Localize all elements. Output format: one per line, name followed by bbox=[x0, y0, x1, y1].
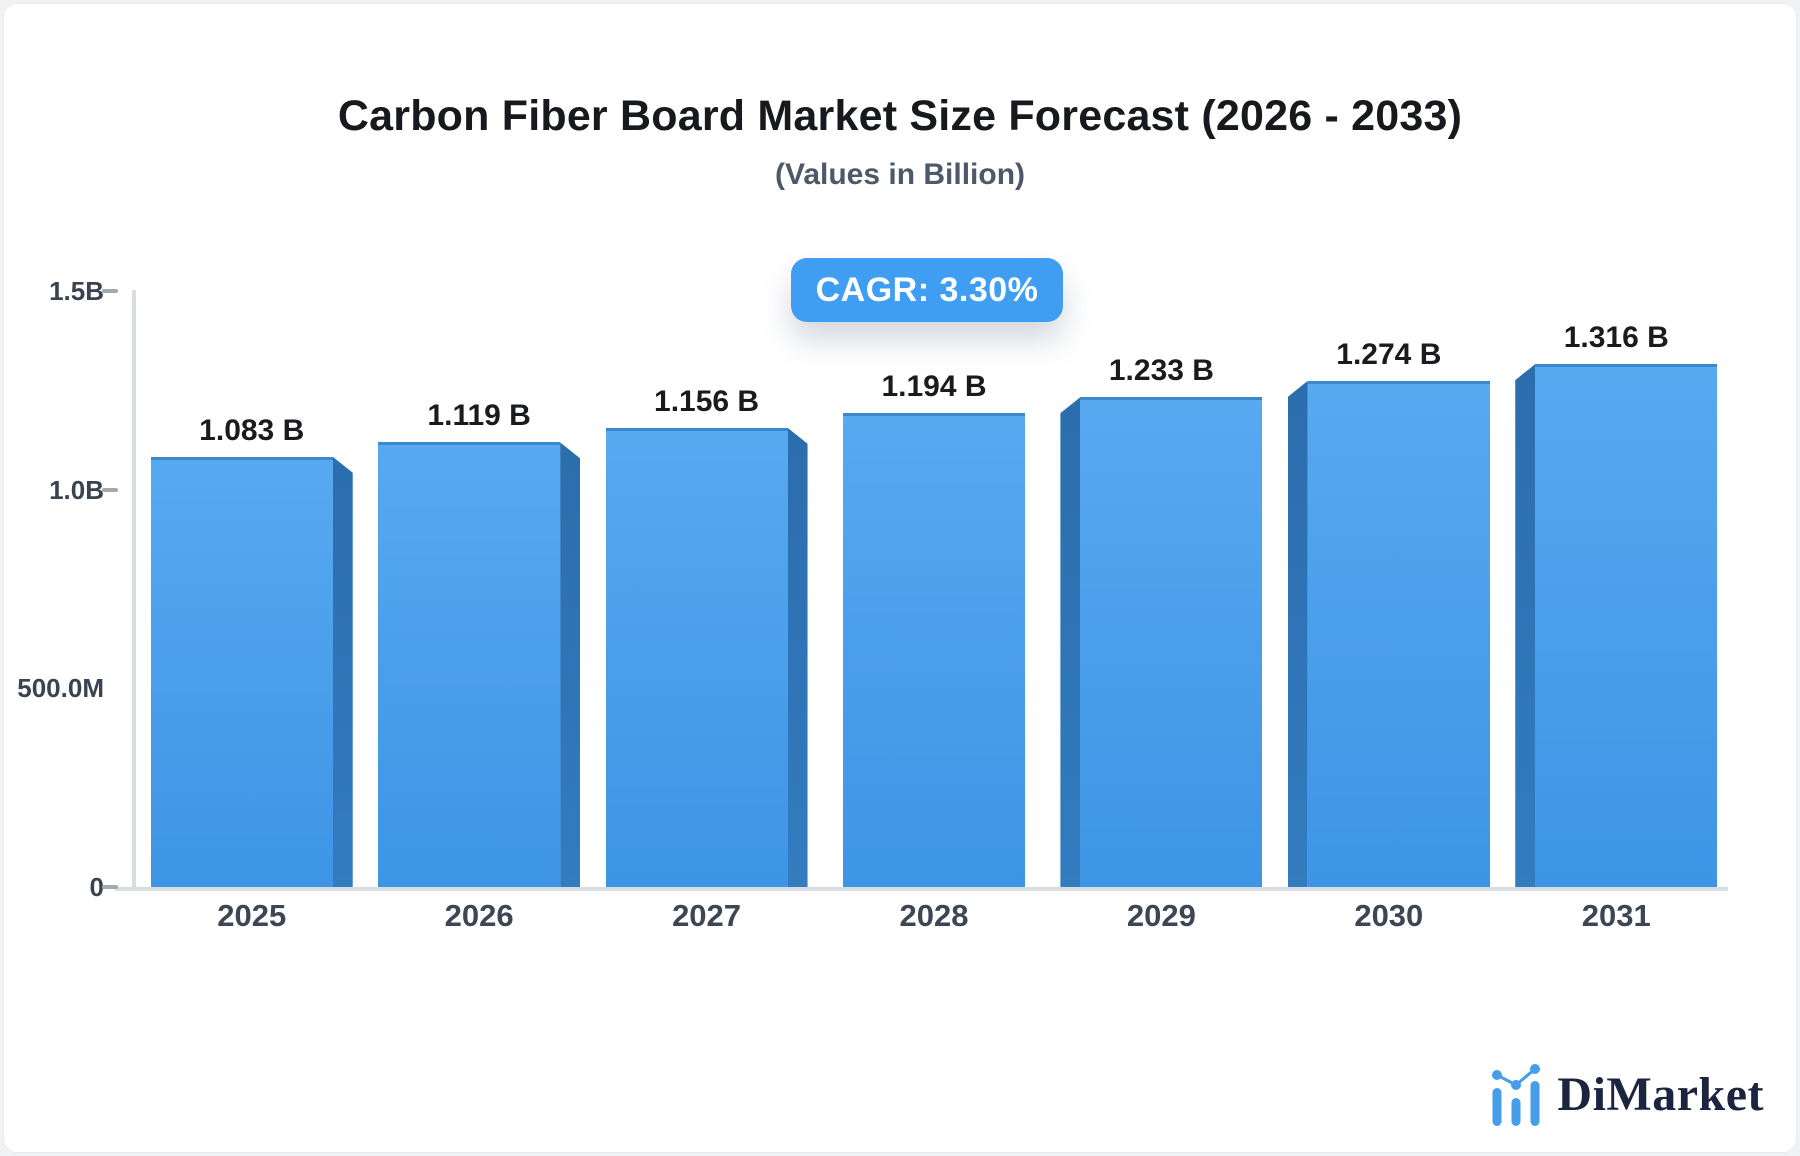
bar-group-2025: 1.083 B bbox=[138, 291, 365, 887]
bar bbox=[378, 442, 581, 887]
bar-3d-side bbox=[332, 456, 353, 887]
bar-group-2028: 1.194 B bbox=[820, 291, 1047, 887]
y-axis-tick-label: 0 bbox=[89, 872, 104, 902]
bar-value-label: 1.156 B bbox=[654, 384, 760, 418]
plot-area: 1.083 B 1.119 B 1.156 B 1.194 B 1.233 B 1.274… bbox=[138, 291, 1730, 887]
bar-3d-side bbox=[1515, 364, 1536, 887]
y-axis-tick-mark bbox=[102, 487, 118, 492]
bar-face bbox=[1080, 397, 1263, 887]
bar-group-2030: 1.274 B bbox=[1275, 291, 1502, 887]
bar-face bbox=[605, 427, 788, 887]
bar bbox=[1060, 397, 1263, 887]
x-axis-label: 2026 bbox=[444, 898, 514, 933]
x-axis-label: 2027 bbox=[672, 898, 742, 933]
cagr-badge-label: CAGR: 3.30% bbox=[815, 270, 1039, 309]
bar-3d-side bbox=[1287, 380, 1308, 887]
bar-3d-side bbox=[1060, 397, 1081, 887]
bar-group-2027: 1.156 B bbox=[593, 291, 820, 887]
bar-group-2031: 1.316 B bbox=[1503, 291, 1730, 887]
bar-value-label: 1.233 B bbox=[1108, 354, 1214, 388]
bar-value-label: 1.194 B bbox=[881, 369, 987, 403]
bar-value-label: 1.083 B bbox=[199, 413, 305, 447]
bar bbox=[1515, 364, 1718, 887]
bar-group-2029: 1.233 B bbox=[1048, 291, 1275, 887]
x-axis-label: 2025 bbox=[217, 898, 287, 933]
x-axis-label: 2029 bbox=[1126, 898, 1196, 933]
y-axis-tick-label: 1.0B bbox=[49, 474, 104, 505]
brand-logo: DiMarket bbox=[1490, 1062, 1764, 1126]
y-axis-tick-mark bbox=[102, 289, 118, 293]
bar bbox=[1287, 380, 1490, 887]
bar-face bbox=[378, 442, 561, 887]
bar-3d-side bbox=[787, 427, 808, 887]
bar-face bbox=[842, 412, 1025, 887]
page-subtitle: (Values in Billion) bbox=[774, 158, 1026, 191]
x-axis-baseline bbox=[115, 887, 1728, 891]
bar-group-2026: 1.119 B bbox=[365, 291, 592, 887]
bar-face bbox=[150, 456, 333, 887]
logo-text: DiMarket bbox=[1557, 1067, 1764, 1121]
y-axis-line bbox=[132, 290, 136, 888]
bar bbox=[842, 412, 1025, 887]
bar-value-label: 1.316 B bbox=[1563, 321, 1669, 355]
y-axis-tick-label: 1.5B bbox=[49, 276, 104, 306]
bar-value-label: 1.119 B bbox=[427, 399, 531, 433]
bar-face bbox=[1307, 380, 1490, 887]
x-axis-label: 2028 bbox=[899, 898, 969, 933]
y-axis-tick-mark bbox=[102, 885, 118, 889]
x-axis-labels: 2025 2026 2027 2028 2029 2030 2031 bbox=[138, 898, 1730, 940]
bar bbox=[150, 456, 353, 887]
x-axis-label: 2030 bbox=[1354, 898, 1424, 933]
x-axis-label: 2031 bbox=[1581, 898, 1651, 933]
cagr-badge: CAGR: 3.30% bbox=[791, 258, 1063, 322]
bar-value-label: 1.274 B bbox=[1336, 337, 1442, 371]
bar-3d-side bbox=[560, 442, 581, 887]
logo-icon bbox=[1492, 1064, 1541, 1126]
bar bbox=[605, 427, 808, 887]
page-title: Carbon Fiber Board Market Size Forecast … bbox=[337, 92, 1463, 140]
bar-face bbox=[1535, 364, 1718, 887]
y-axis-tick-label: 500.0M bbox=[17, 673, 104, 704]
